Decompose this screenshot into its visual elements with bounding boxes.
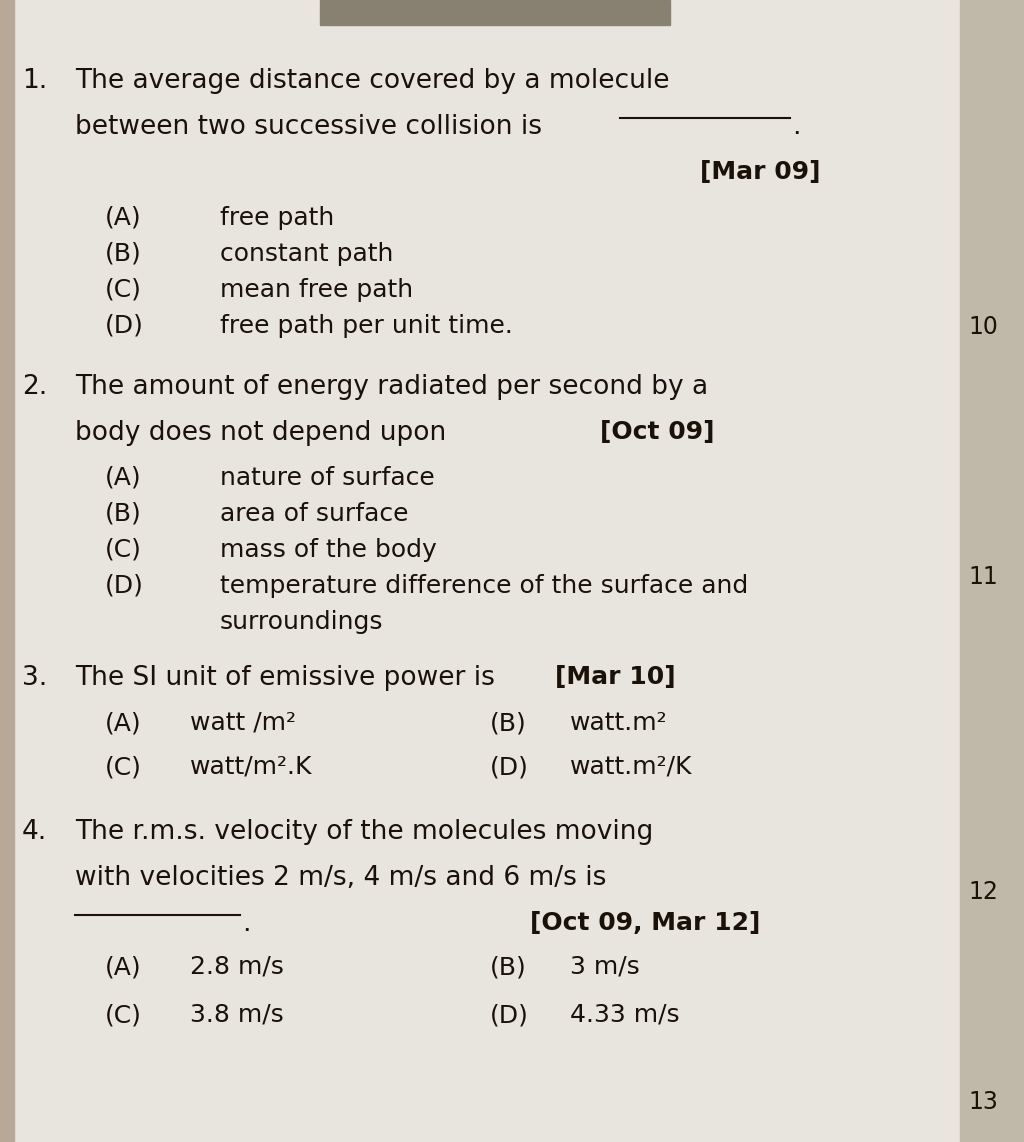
Text: [Oct 09]: [Oct 09] — [600, 420, 715, 444]
Text: 12: 12 — [968, 880, 997, 904]
Text: [Mar 10]: [Mar 10] — [555, 665, 676, 689]
Text: 4.33 m/s: 4.33 m/s — [570, 1003, 680, 1027]
Text: (D): (D) — [105, 574, 144, 598]
Text: between two successive collision is: between two successive collision is — [75, 114, 542, 140]
Text: (B): (B) — [105, 242, 141, 266]
Bar — [319, 0, 670, 25]
Text: free path per unit time.: free path per unit time. — [220, 314, 513, 338]
Text: area of surface: area of surface — [220, 502, 409, 526]
Text: (A): (A) — [105, 711, 141, 735]
Text: (C): (C) — [105, 755, 142, 779]
Text: The r.m.s. velocity of the molecules moving: The r.m.s. velocity of the molecules mov… — [75, 819, 653, 845]
Text: with velocities 2 m/s, 4 m/s and 6 m/s is: with velocities 2 m/s, 4 m/s and 6 m/s i… — [75, 864, 606, 891]
Text: (C): (C) — [105, 1003, 142, 1027]
Text: watt.m²: watt.m² — [570, 711, 668, 735]
Text: (A): (A) — [105, 206, 141, 230]
Text: (B): (B) — [490, 711, 526, 735]
Text: surroundings: surroundings — [220, 610, 384, 634]
Text: temperature difference of the surface and: temperature difference of the surface an… — [220, 574, 749, 598]
Text: (C): (C) — [105, 278, 142, 301]
Text: 2.: 2. — [22, 373, 47, 400]
Bar — [0, 0, 14, 1142]
Text: 4.: 4. — [22, 819, 47, 845]
Text: nature of surface: nature of surface — [220, 466, 435, 490]
Text: [Mar 09]: [Mar 09] — [700, 160, 820, 184]
Text: (D): (D) — [105, 314, 144, 338]
Text: (C): (C) — [105, 538, 142, 562]
Text: 3.8 m/s: 3.8 m/s — [190, 1003, 284, 1027]
Text: watt/m².K: watt/m².K — [190, 755, 312, 779]
Text: (D): (D) — [490, 1003, 528, 1027]
Text: The amount of energy radiated per second by a: The amount of energy radiated per second… — [75, 373, 709, 400]
Text: (A): (A) — [105, 466, 141, 490]
Text: .: . — [792, 114, 801, 140]
Text: (A): (A) — [105, 955, 141, 979]
Text: 3 m/s: 3 m/s — [570, 955, 640, 979]
Text: 3.: 3. — [22, 665, 47, 691]
Text: 11: 11 — [968, 565, 997, 589]
Text: (D): (D) — [490, 755, 528, 779]
Text: [Oct 09, Mar 12]: [Oct 09, Mar 12] — [530, 911, 761, 935]
Text: 2.8 m/s: 2.8 m/s — [190, 955, 284, 979]
Text: watt.m²/K: watt.m²/K — [570, 755, 692, 779]
Text: The SI unit of emissive power is: The SI unit of emissive power is — [75, 665, 495, 691]
Bar — [961, 0, 1024, 1142]
Text: free path: free path — [220, 206, 334, 230]
Text: 1.: 1. — [22, 69, 47, 94]
Text: (B): (B) — [490, 955, 526, 979]
Text: 13: 13 — [968, 1089, 997, 1113]
Text: The average distance covered by a molecule: The average distance covered by a molecu… — [75, 69, 670, 94]
Text: constant path: constant path — [220, 242, 393, 266]
Text: (B): (B) — [105, 502, 141, 526]
Text: mass of the body: mass of the body — [220, 538, 437, 562]
Text: body does not depend upon: body does not depend upon — [75, 420, 446, 447]
Text: watt /m²: watt /m² — [190, 711, 296, 735]
Text: 10: 10 — [968, 315, 997, 339]
Text: mean free path: mean free path — [220, 278, 413, 301]
Text: .: . — [242, 911, 251, 936]
